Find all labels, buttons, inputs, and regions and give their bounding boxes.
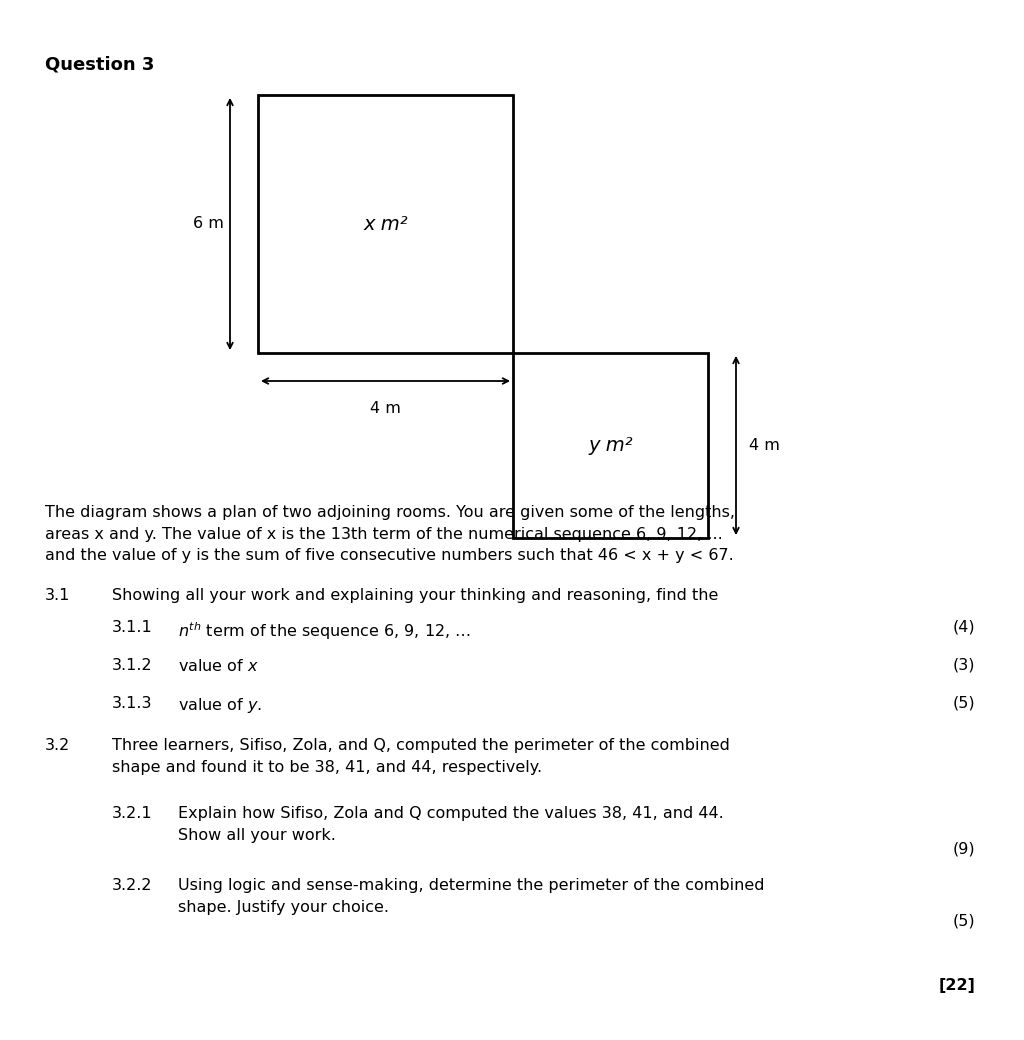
Text: 3.1.3: 3.1.3 <box>112 696 153 711</box>
Text: $n^{th}$ term of the sequence 6, 9, 12, …: $n^{th}$ term of the sequence 6, 9, 12, … <box>178 620 471 642</box>
Text: x m²: x m² <box>364 214 408 234</box>
Text: 3.1.1: 3.1.1 <box>112 620 153 635</box>
Text: (4): (4) <box>952 620 975 635</box>
Text: 3.2.1: 3.2.1 <box>112 806 153 821</box>
Bar <box>258 95 513 353</box>
Bar <box>513 353 708 538</box>
Text: Three learners, Sifiso, Zola, and Q, computed the perimeter of the combined
shap: Three learners, Sifiso, Zola, and Q, com… <box>112 738 730 775</box>
Text: (5): (5) <box>952 696 975 711</box>
Text: Showing all your work and explaining your thinking and reasoning, find the: Showing all your work and explaining you… <box>112 588 719 603</box>
Text: Explain how Sifiso, Zola and Q computed the values 38, 41, and 44.
Show all your: Explain how Sifiso, Zola and Q computed … <box>178 806 724 842</box>
Text: [22]: [22] <box>938 978 975 993</box>
Text: (3): (3) <box>952 658 975 673</box>
Text: (5): (5) <box>952 914 975 929</box>
Text: 3.1: 3.1 <box>45 588 71 603</box>
Text: 4 m: 4 m <box>370 401 401 416</box>
Text: 3.2.2: 3.2.2 <box>112 878 153 893</box>
Text: y m²: y m² <box>588 436 633 456</box>
Text: The diagram shows a plan of two adjoining rooms. You are given some of the lengt: The diagram shows a plan of two adjoinin… <box>45 505 735 564</box>
Text: 6 m: 6 m <box>193 216 223 232</box>
Text: 3.2: 3.2 <box>45 738 71 753</box>
Text: 4 m: 4 m <box>749 438 779 453</box>
Text: value of $x$: value of $x$ <box>178 658 259 674</box>
Text: Question 3: Question 3 <box>45 55 155 73</box>
Text: (9): (9) <box>952 842 975 857</box>
Text: Using logic and sense-making, determine the perimeter of the combined
shape. Jus: Using logic and sense-making, determine … <box>178 878 765 914</box>
Text: 3.1.2: 3.1.2 <box>112 658 153 673</box>
Text: value of $y$.: value of $y$. <box>178 696 262 716</box>
